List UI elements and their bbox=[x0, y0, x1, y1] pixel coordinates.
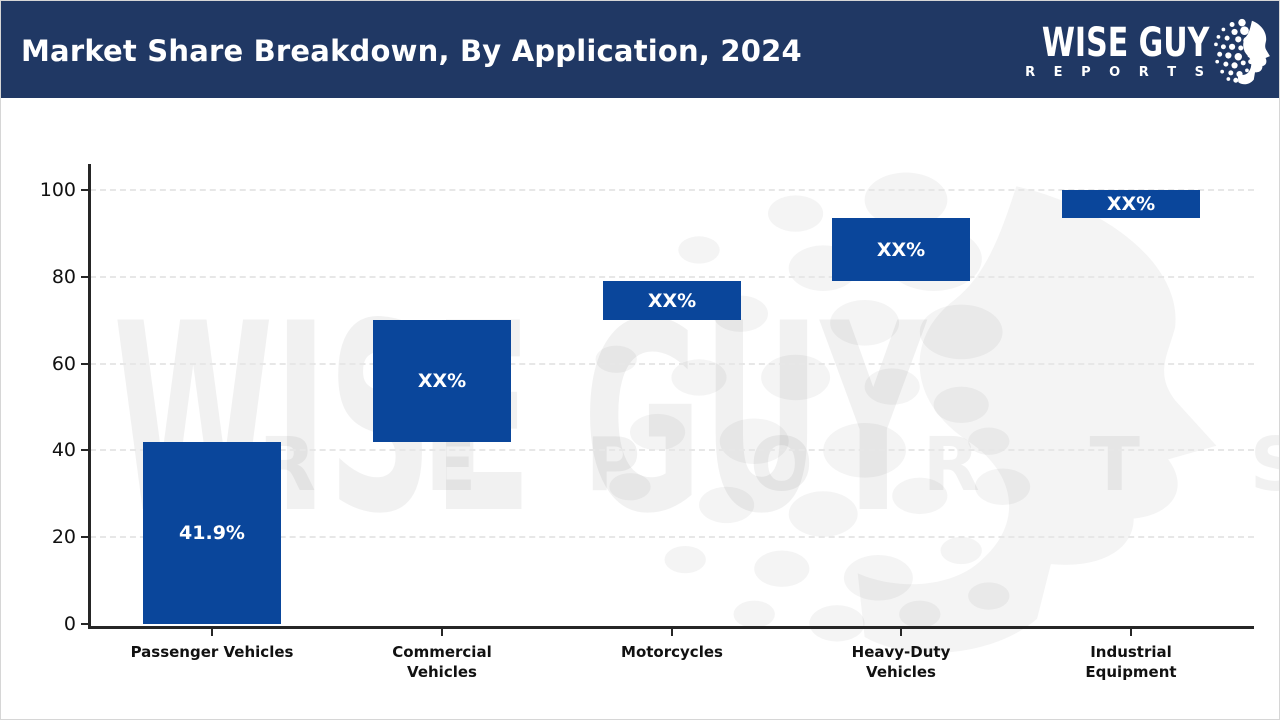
y-axis-tick bbox=[81, 189, 89, 191]
bar-value-label: XX% bbox=[876, 238, 926, 261]
gridline bbox=[90, 536, 1254, 539]
gridline bbox=[90, 449, 1254, 452]
y-axis-tick bbox=[81, 449, 89, 452]
x-category-label-motorcycles: Motorcycles bbox=[621, 643, 723, 661]
plot-area: 0 20 40 60 80 100 41.9% Passenger Vehicles XX% Co… bbox=[1, 98, 1279, 719]
gridline bbox=[90, 275, 1254, 278]
y-tick-label: 60 bbox=[51, 352, 76, 375]
y-tick-label: 20 bbox=[51, 526, 76, 549]
bar-value-label: 41.9% bbox=[179, 522, 245, 545]
gridline bbox=[90, 362, 1254, 365]
x-category-label-heavy-duty-vehicles: Heavy-Duty Vehicles bbox=[851, 643, 951, 681]
y-axis-line bbox=[88, 164, 91, 628]
y-tick-label: 40 bbox=[51, 439, 76, 462]
x-axis-line bbox=[88, 626, 1254, 629]
x-axis-tick bbox=[671, 628, 673, 636]
page-title: Market Share Breakdown, By Application, … bbox=[21, 34, 802, 68]
y-axis-tick bbox=[81, 536, 89, 539]
x-category-label-industrial-equipment: Industrial Equipment bbox=[1085, 643, 1177, 681]
y-tick-label: 100 bbox=[39, 179, 76, 201]
x-axis-tick bbox=[900, 628, 902, 636]
dotted-face-icon bbox=[1214, 18, 1270, 85]
x-category-label-commercial-vehicles: Commercial Vehicles bbox=[392, 643, 492, 681]
wise-guy-logo: WISE GUY R E P O R T S bbox=[1013, 7, 1275, 93]
y-axis-tick bbox=[81, 623, 89, 625]
y-tick-label: 80 bbox=[51, 265, 76, 288]
chart-area: WISE GUY R E P O R T S 0 20 40 60 80 100 41.9%… bbox=[1, 98, 1279, 719]
y-tick-label: 0 bbox=[63, 613, 76, 635]
bar-heavy-duty-vehicles: XX% bbox=[832, 218, 970, 282]
bar-value-label: XX% bbox=[647, 289, 697, 312]
x-axis-tick bbox=[441, 628, 443, 636]
bar-commercial-vehicles: XX% bbox=[373, 320, 511, 443]
x-axis-tick bbox=[1130, 628, 1132, 636]
header: Market Share Breakdown, By Application, … bbox=[1, 1, 1279, 98]
bar-motorcycles: XX% bbox=[603, 281, 741, 321]
bar-value-label: XX% bbox=[1106, 193, 1156, 216]
y-axis-tick bbox=[81, 362, 89, 365]
bar-passenger-vehicles: 41.9% bbox=[143, 442, 281, 624]
logo-wordmark: WISE GUY bbox=[1041, 20, 1209, 66]
x-category-label-passenger-vehicles: Passenger Vehicles bbox=[130, 643, 294, 661]
bar-industrial-equipment: XX% bbox=[1062, 190, 1200, 219]
gridline bbox=[90, 189, 1254, 191]
x-axis-tick bbox=[211, 628, 213, 636]
bar-value-label: XX% bbox=[417, 370, 467, 393]
y-axis-tick bbox=[81, 275, 89, 278]
logo-reports-label: R E P O R T S bbox=[1025, 65, 1211, 80]
